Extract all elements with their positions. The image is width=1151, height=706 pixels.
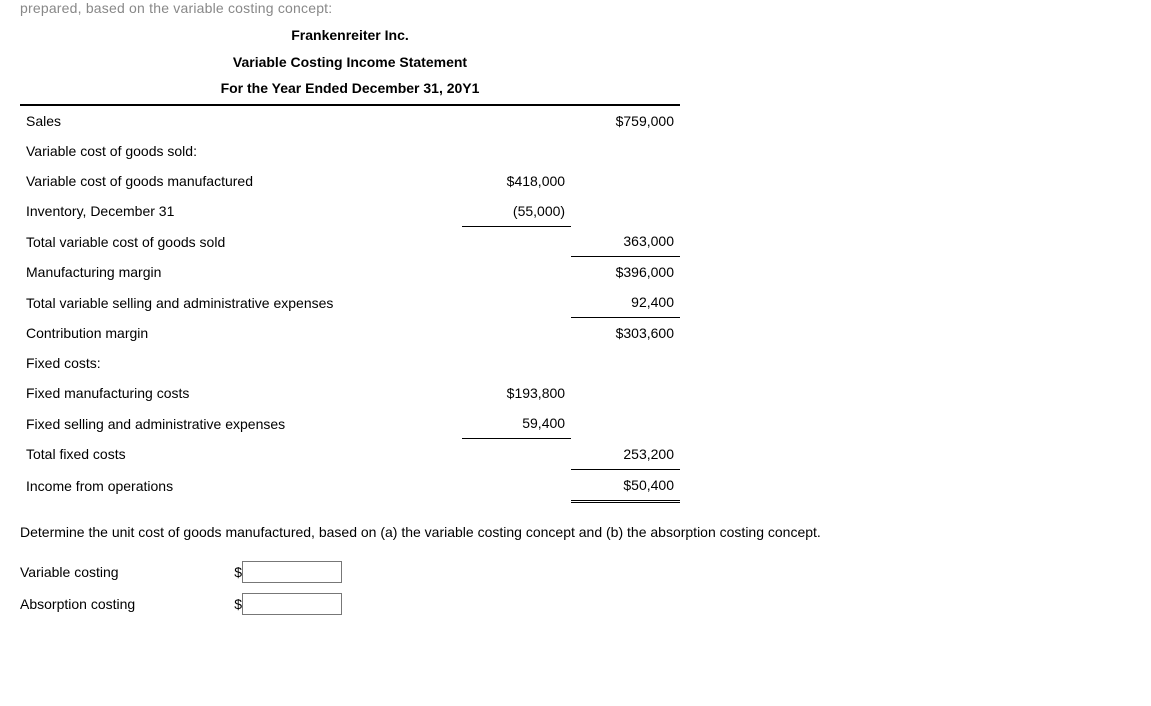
- row-total-fixed: Total fixed costs 253,200: [20, 439, 680, 470]
- company-name: Frankenreiter Inc.: [20, 22, 680, 49]
- row-contrib-margin: Contribution margin $303,600: [20, 318, 680, 349]
- col1-fixed-mfg: $193,800: [462, 378, 571, 408]
- income-statement: Frankenreiter Inc. Variable Costing Inco…: [20, 22, 680, 503]
- label-inv-dec31: Inventory, December 31: [20, 196, 462, 227]
- col2-sales: $759,000: [571, 105, 680, 136]
- label-contrib-margin: Contribution margin: [20, 318, 462, 349]
- col2-contrib-margin: $303,600: [571, 318, 680, 349]
- answer-absorption-costing: Absorption costing $: [20, 593, 1131, 615]
- row-total-vcogs: Total variable cost of goods sold 363,00…: [20, 226, 680, 257]
- label-fixed-sell-admin: Fixed selling and administrative expense…: [20, 408, 462, 439]
- answer-variable-costing: Variable costing $: [20, 561, 1131, 583]
- input-absorption-costing[interactable]: [242, 593, 342, 615]
- statement-period: For the Year Ended December 31, 20Y1: [20, 75, 680, 102]
- currency-symbol: $: [230, 596, 242, 612]
- row-vcogs-header: Variable cost of goods sold:: [20, 136, 680, 166]
- cropped-context-text: prepared, based on the variable costing …: [20, 0, 1131, 16]
- row-sales: Sales $759,000: [20, 105, 680, 136]
- label-mfg-margin: Manufacturing margin: [20, 257, 462, 288]
- row-fixed-mfg: Fixed manufacturing costs $193,800: [20, 378, 680, 408]
- label-var-sell-admin: Total variable selling and administrativ…: [20, 287, 462, 318]
- label-total-fixed: Total fixed costs: [20, 439, 462, 470]
- currency-symbol: $: [230, 564, 242, 580]
- col2-total-vcogs: 363,000: [571, 226, 680, 257]
- row-fixed-sell-admin: Fixed selling and administrative expense…: [20, 408, 680, 439]
- statement-heading: Frankenreiter Inc. Variable Costing Inco…: [20, 22, 680, 102]
- question-text: Determine the unit cost of goods manufac…: [20, 521, 1131, 543]
- label-vcogs-header: Variable cost of goods sold:: [20, 136, 462, 166]
- label-vcogm: Variable cost of goods manufactured: [20, 166, 462, 196]
- col1-vcogm: $418,000: [462, 166, 571, 196]
- label-variable-costing: Variable costing: [20, 564, 230, 580]
- statement-title: Variable Costing Income Statement: [20, 49, 680, 76]
- label-sales: Sales: [20, 105, 462, 136]
- col2-total-fixed: 253,200: [571, 439, 680, 470]
- row-vcogm: Variable cost of goods manufactured $418…: [20, 166, 680, 196]
- col1-sales: [462, 105, 571, 136]
- income-statement-table: Sales $759,000 Variable cost of goods so…: [20, 104, 680, 503]
- col2-var-sell-admin: 92,400: [571, 287, 680, 318]
- label-total-vcogs: Total variable cost of goods sold: [20, 226, 462, 257]
- row-var-sell-admin: Total variable selling and administrativ…: [20, 287, 680, 318]
- label-absorption-costing: Absorption costing: [20, 596, 230, 612]
- label-fixed-header: Fixed costs:: [20, 348, 462, 378]
- label-fixed-mfg: Fixed manufacturing costs: [20, 378, 462, 408]
- col2-mfg-margin: $396,000: [571, 257, 680, 288]
- row-inv-dec31: Inventory, December 31 (55,000): [20, 196, 680, 227]
- row-income-ops: Income from operations $50,400: [20, 469, 680, 501]
- col1-fixed-sell-admin: 59,400: [462, 408, 571, 439]
- col1-inv-dec31: (55,000): [462, 196, 571, 227]
- label-income-ops: Income from operations: [20, 469, 462, 501]
- input-variable-costing[interactable]: [242, 561, 342, 583]
- row-fixed-header: Fixed costs:: [20, 348, 680, 378]
- row-mfg-margin: Manufacturing margin $396,000: [20, 257, 680, 288]
- col2-income-ops: $50,400: [571, 469, 680, 501]
